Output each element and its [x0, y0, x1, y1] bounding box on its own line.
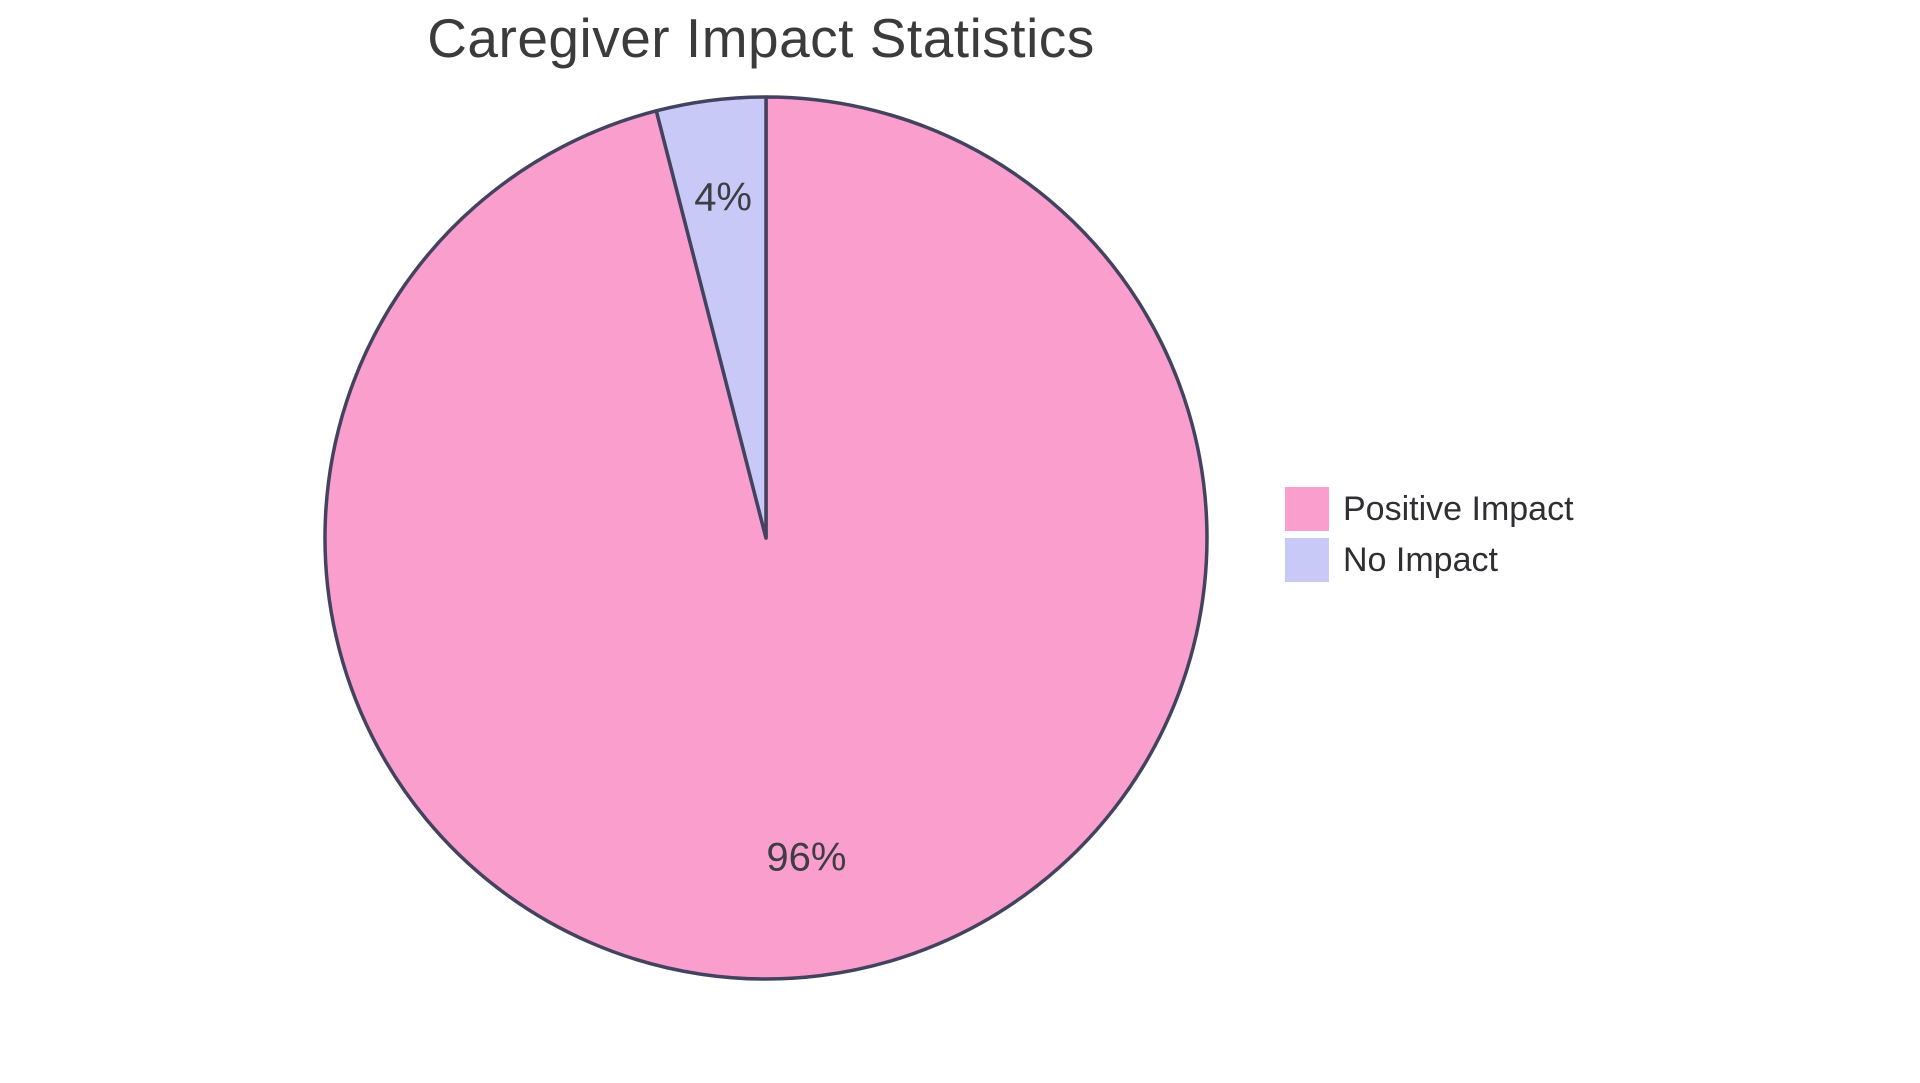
legend-item-positive-impact[interactable]: Positive Impact: [1285, 487, 1574, 531]
legend-item-no-impact[interactable]: No Impact: [1285, 538, 1574, 582]
legend-label-no-impact: No Impact: [1343, 540, 1498, 579]
legend-swatch-no-impact[interactable]: [1285, 538, 1329, 582]
slice-label-no-impact: 4%: [694, 175, 752, 220]
pie-slice-no-impact[interactable]: [654, 95, 768, 540]
legend: Positive Impact No Impact: [1285, 487, 1574, 582]
legend-label-positive-impact: Positive Impact: [1343, 489, 1574, 528]
chart-title: Caregiver Impact Statistics: [427, 7, 1095, 69]
slice-label-positive-impact: 96%: [766, 835, 847, 880]
pie-slices: [323, 95, 1209, 981]
legend-swatch-positive-impact[interactable]: [1285, 487, 1329, 531]
